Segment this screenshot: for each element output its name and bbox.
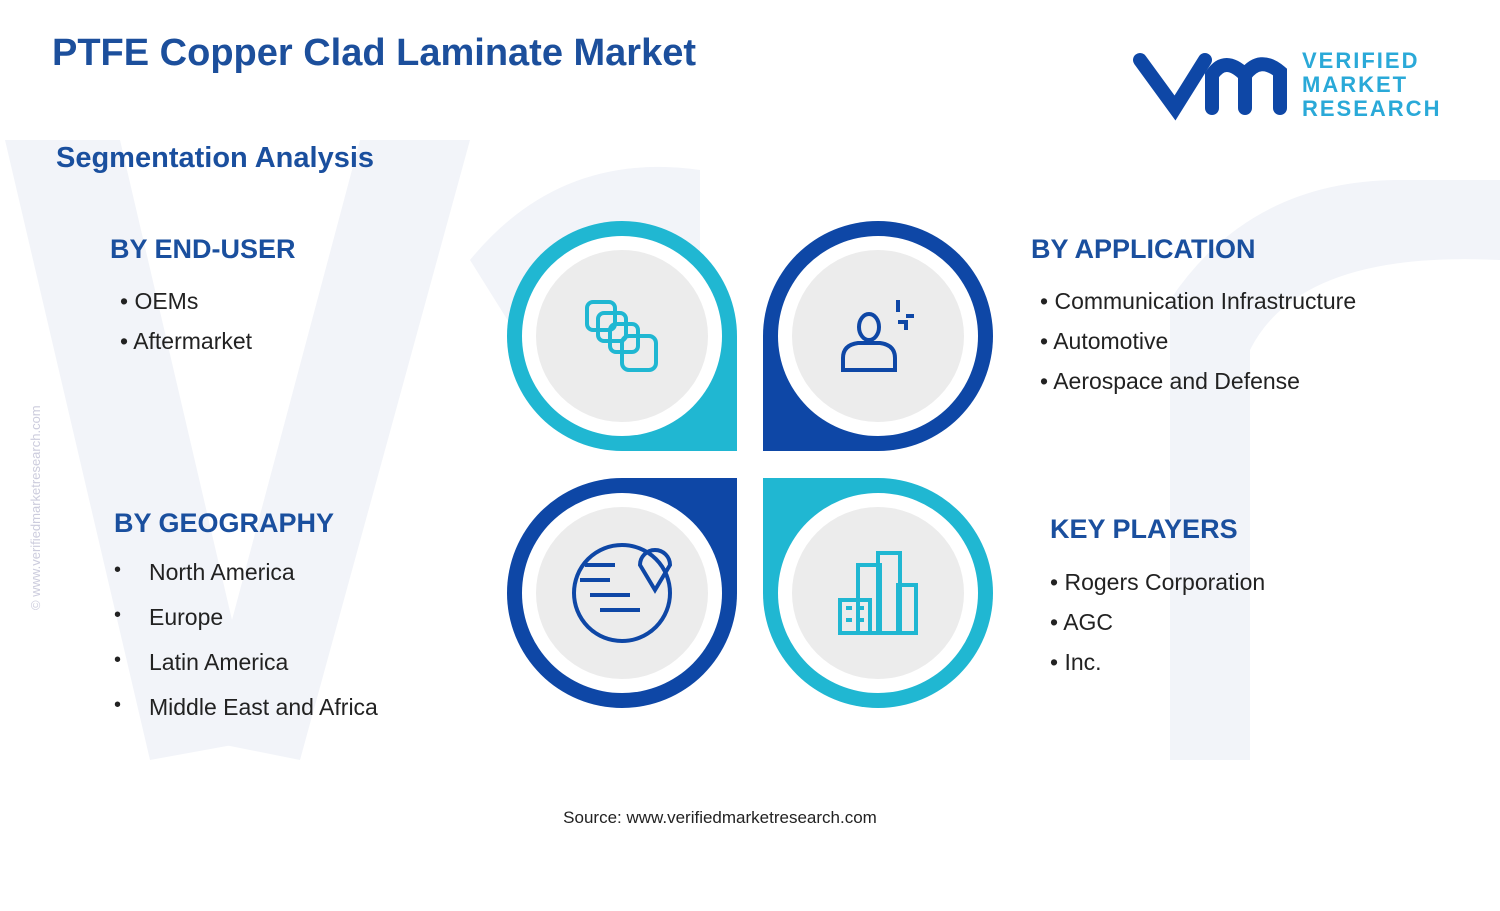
bullet: •: [114, 649, 122, 671]
subtitle: Segmentation Analysis: [56, 142, 375, 174]
petals: [507, 221, 993, 708]
bullet: •: [114, 604, 122, 626]
logo-text: MARKET: [1302, 72, 1409, 97]
segment-item: Inc.: [1050, 649, 1101, 676]
logo-text: RESEARCH: [1302, 96, 1442, 121]
segment-item: Communication Infrastructure: [1040, 288, 1356, 315]
segment-title: BY END-USER: [110, 234, 296, 264]
segment-title: BY APPLICATION: [1031, 234, 1256, 264]
source: Source: www.verifiedmarketresearch.com: [563, 808, 877, 827]
segment-item: Aftermarket: [120, 328, 252, 355]
segment-item: Automotive: [1040, 328, 1168, 355]
icons: [572, 300, 918, 643]
logo-text: VERIFIED: [1302, 48, 1420, 73]
segment-item: Aerospace and Defense: [1040, 368, 1300, 395]
watermark: © www.verifiedmarketresearch.com: [28, 405, 43, 610]
segment-item: Europe: [149, 604, 224, 630]
segment-title: KEY PLAYERS: [1050, 514, 1238, 544]
title: PTFE Copper Clad Laminate Market: [52, 32, 697, 74]
segment-item: Latin America: [149, 649, 289, 675]
segment-item: North America: [149, 559, 295, 585]
segment-item: AGC: [1050, 609, 1113, 636]
bullet: •: [114, 694, 122, 716]
bullet: •: [114, 559, 122, 581]
segment-item: Rogers Corporation: [1050, 569, 1265, 596]
segment-item: Middle East and Africa: [149, 694, 378, 720]
segment-title: BY GEOGRAPHY: [114, 508, 335, 538]
segment-item: OEMs: [120, 288, 198, 315]
logo-mark: [1133, 53, 1287, 121]
